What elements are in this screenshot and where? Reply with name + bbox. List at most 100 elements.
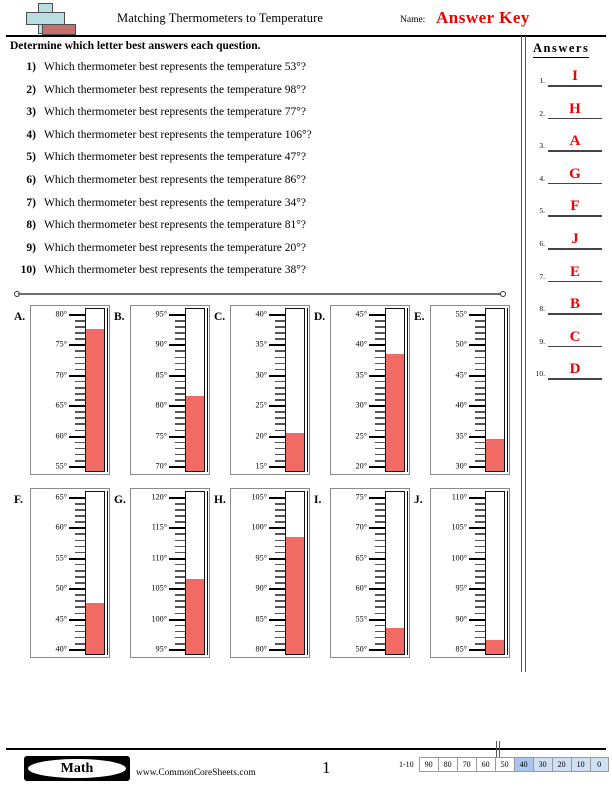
answer-value: G (569, 165, 581, 182)
answer-number: 8. (539, 304, 545, 314)
thermometer-letter: C. (214, 311, 226, 323)
thermometer-tick (275, 624, 285, 627)
question-number: 9) (26, 241, 36, 254)
thermometer-tick-label: 75° (355, 492, 367, 502)
thermometer-tick (469, 344, 485, 347)
answers-divider-line-1 (521, 36, 523, 672)
thermometer-tick (175, 521, 185, 523)
thermometer-letter: G. (114, 494, 126, 506)
thermometer-scale: 80° 85° 90° 95° 100° 105° (231, 489, 285, 657)
thermometer-tick-label: 90° (455, 614, 467, 624)
thermometer-tick (375, 411, 385, 413)
question-row: 4) Which thermometer best represents the … (12, 126, 512, 149)
thermometer-tick (475, 356, 485, 359)
thermometer-tube-edge (407, 308, 409, 472)
thermometer-tube (85, 308, 105, 472)
score-scale-cell: 10 (570, 757, 590, 772)
thermometer-scale: 40° 45° 50° 55° 60° 65° (31, 489, 85, 657)
thermometer-tick-label: 70° (355, 522, 367, 532)
cut-line (14, 291, 506, 297)
thermometer-tick (375, 642, 385, 645)
thermometer-tick (175, 362, 185, 365)
question-text: Which thermometer best represents the te… (44, 241, 306, 254)
thermometer-body: 15° 20° 25° 30° 35° 40° (230, 305, 310, 475)
thermometer-tick (375, 393, 385, 395)
thermometer-tick-label: 105° (451, 522, 467, 532)
answer-value: F (570, 198, 580, 215)
thermometer-scale: 70° 75° 80° 85° 90° 95° (131, 306, 185, 474)
question-number: 10) (20, 264, 36, 277)
thermometer-tick (75, 533, 85, 536)
thermometer-tick (75, 386, 85, 389)
question-text: Which thermometer best represents the te… (44, 173, 306, 186)
thermometer-tick (75, 612, 85, 615)
thermometer-tick (275, 606, 285, 609)
question-number: 2) (26, 83, 36, 96)
thermometer-tick (75, 515, 85, 517)
thermometer-tube-edge (107, 308, 109, 472)
thermometer-tick (375, 417, 385, 419)
thermometer-tick (375, 594, 385, 596)
thermometer-tick (375, 441, 385, 444)
thermometer-tick (275, 563, 285, 566)
thermometer-tick (375, 386, 385, 389)
thermometer-tick (475, 600, 485, 602)
answer-number: 6. (539, 239, 545, 248)
thermometer-tick-label: 105° (151, 583, 167, 593)
thermometer-tube-edge (507, 308, 509, 472)
answer-blank-line (548, 117, 602, 120)
answer-value: J (571, 231, 579, 247)
thermometer-tick (375, 399, 385, 401)
thermometer-tick (369, 588, 385, 591)
thermometer-tube (185, 308, 205, 472)
question-text: Which thermometer best represents the te… (44, 264, 306, 277)
answer-blank-line (548, 280, 602, 283)
question-row: 1) Which thermometer best represents the … (12, 58, 512, 81)
thermometer-tick-label: 25° (255, 400, 267, 410)
thermometer-tick (75, 368, 85, 371)
answers-divider-line-2 (525, 36, 527, 672)
header-divider (6, 35, 606, 37)
thermometer-scale: 50° 55° 60° 65° 70° 75° (331, 489, 385, 657)
answer-value: H (569, 100, 581, 117)
thermometer-body: 85° 90° 95° 100° 105° 110° (430, 488, 510, 658)
thermometer-tick (269, 466, 285, 468)
thermometer-tick (175, 453, 185, 456)
thermometer-tick (69, 527, 85, 530)
thermometer-tick (275, 356, 285, 359)
thermometer-letter: E. (414, 311, 425, 323)
thermometer-tick (175, 630, 185, 633)
answer-number: 7. (539, 271, 545, 281)
subject-badge: Math (24, 756, 130, 781)
thermometer-tick (475, 515, 485, 517)
thermometer-tick (275, 393, 285, 395)
score-scale-cell: 0 (589, 757, 609, 772)
thermometer-tick (369, 374, 385, 377)
thermometer-tick (169, 344, 185, 347)
thermometer-tick (175, 576, 185, 578)
thermometer-tick (269, 618, 285, 621)
thermometer-tick (175, 368, 185, 371)
thermometer-tick-label: 105° (251, 492, 267, 502)
thermometer-tick (475, 624, 485, 627)
thermometer-tick (275, 459, 285, 462)
answer-blank-line (548, 345, 602, 348)
thermometer-tick (369, 557, 385, 560)
thermometer: J. 85° 90° 95° 100° 105° 110° (414, 488, 514, 666)
thermometer-tick-label: 55° (355, 614, 367, 624)
thermometer-tick (369, 497, 385, 499)
question-text: Which thermometer best represents the te… (44, 61, 306, 73)
thermometer-tick-label: 45° (55, 614, 67, 624)
thermometer-tick (475, 429, 485, 432)
thermometer-tick (469, 618, 485, 621)
thermometer-tick (175, 545, 185, 548)
thermometer-tick-label: 120° (151, 492, 167, 502)
thermometer-mercury (486, 639, 504, 654)
thermometer-tick-label: 50° (455, 339, 467, 349)
thermometer-tick (475, 441, 485, 444)
page-title: Matching Thermometers to Temperature (116, 11, 324, 25)
answer-value: D (569, 361, 581, 378)
thermometer-scale: 20° 25° 30° 35° 40° 45° (331, 306, 385, 474)
thermometer-tick-label: 20° (255, 431, 267, 441)
thermometer-tick (175, 423, 185, 426)
